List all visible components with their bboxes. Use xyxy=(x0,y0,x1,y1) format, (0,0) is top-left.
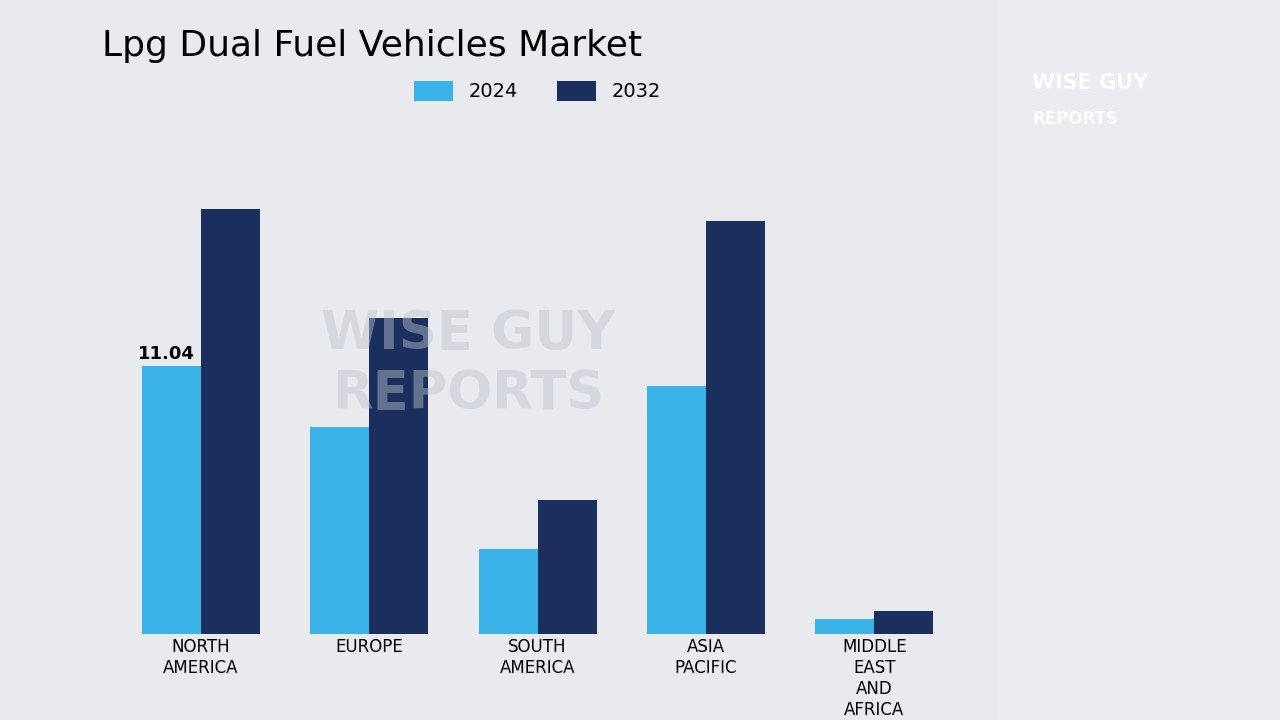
Text: WISE GUY: WISE GUY xyxy=(1032,73,1148,93)
Bar xyxy=(538,500,596,634)
Bar xyxy=(815,619,874,634)
Text: REPORTS: REPORTS xyxy=(1032,110,1117,128)
Bar xyxy=(369,318,429,634)
Bar xyxy=(874,611,933,634)
Bar xyxy=(646,386,707,634)
Text: WISE GUY
REPORTS: WISE GUY REPORTS xyxy=(321,308,616,420)
Bar xyxy=(479,549,538,634)
Bar xyxy=(310,427,369,634)
Bar xyxy=(201,209,260,634)
Circle shape xyxy=(773,0,1280,720)
Legend: 2024, 2032: 2024, 2032 xyxy=(407,73,668,109)
Bar xyxy=(142,366,201,634)
Text: Lpg Dual Fuel Vehicles Market: Lpg Dual Fuel Vehicles Market xyxy=(102,29,643,63)
Text: 11.04: 11.04 xyxy=(138,346,195,364)
Bar xyxy=(707,221,765,634)
